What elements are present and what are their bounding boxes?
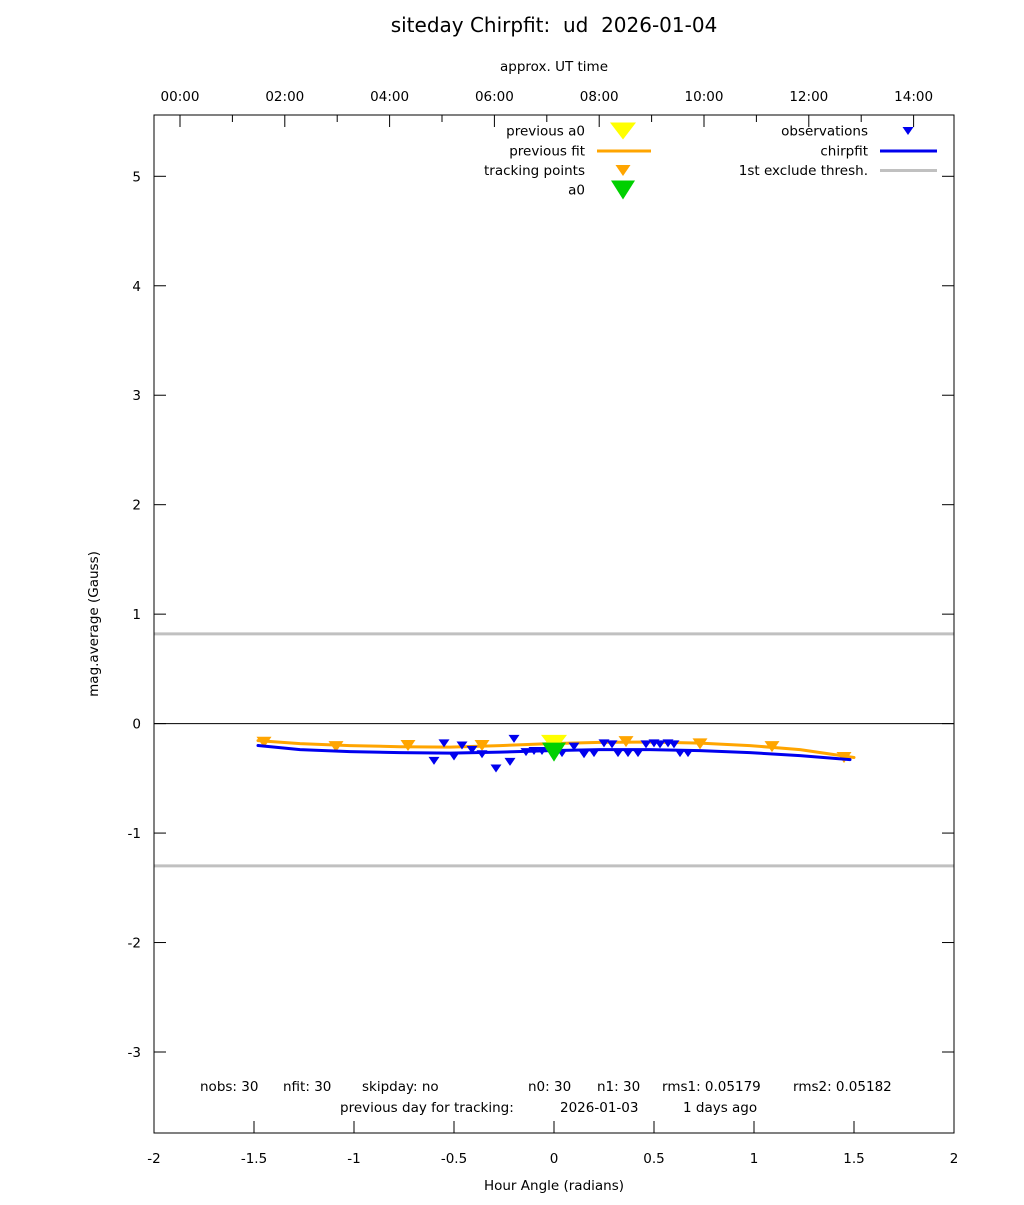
legend-label-previous-a0: previous a0 [506, 124, 585, 140]
x2-tick-label: 04:00 [370, 89, 409, 105]
x-tick-label: 0 [550, 1151, 559, 1167]
observation-marker [622, 749, 634, 758]
observation-marker [504, 757, 516, 766]
observation-marker [448, 752, 460, 761]
x-tick-label: 1 [750, 1151, 759, 1167]
x-tick-label: -2 [147, 1151, 160, 1167]
observation-marker [508, 734, 520, 743]
stats-block: nobs: 30 nfit: 30 skipday: no n0: 30 n1: 30 r… [200, 1079, 892, 1116]
stats-line1-segment: n0: 30 [528, 1079, 571, 1095]
stats-line1-segment: rms1: 0.05179 [662, 1079, 761, 1095]
observation-marker [476, 750, 488, 759]
y-tick-label: 4 [132, 279, 141, 295]
x-tick-label: 2 [950, 1151, 959, 1167]
x-tick-label: -0.5 [441, 1151, 467, 1167]
observation-marker [588, 749, 600, 758]
observation-marker [640, 740, 652, 749]
x-axis-label: Hour Angle (radians) [484, 1178, 624, 1194]
y-tick-label: 3 [132, 388, 141, 404]
stats-line1-segment: rms2: 0.05182 [793, 1079, 892, 1095]
y-tick-label: -2 [128, 936, 141, 952]
stats-line2-segment: 1 days ago [683, 1100, 757, 1116]
exclude-threshold-lines [154, 632, 954, 868]
observation-marker [612, 749, 624, 758]
x2-tick-label: 00:00 [161, 89, 200, 105]
x2-tick-label: 02:00 [265, 89, 304, 105]
axes-frame: -3 -2 -1 0 1 2 3 4 5 -2 -1.5 -1 -0.5 0 0.5 1 1.5 2 00:00 02… [128, 89, 959, 1167]
tracking-point-marker [836, 752, 852, 764]
stats-line1-segment: n1: 30 [597, 1079, 640, 1095]
plot-area [154, 632, 954, 868]
tracking-point-marker [328, 741, 344, 753]
observation-marker [568, 742, 580, 751]
observation-marker [682, 749, 694, 758]
legend-label-1st-exclude-thresh-: 1st exclude thresh. [739, 163, 868, 179]
stats-line1-segment: skipday: no [362, 1079, 439, 1095]
a0-marker [542, 742, 566, 762]
observation-marker [598, 739, 610, 748]
legend-label-observations: observations [781, 124, 868, 140]
y-axis-label: mag.average (Gauss) [86, 551, 102, 697]
plot-frame [153, 114, 955, 1134]
chart-title: siteday Chirpfit: ud 2026-01-04 [391, 13, 718, 37]
x-tick-label: 0.5 [643, 1151, 664, 1167]
observation-marker [536, 746, 548, 755]
tracking-point-marker [474, 740, 490, 752]
stats-line2-segment: previous day for tracking: [340, 1100, 514, 1116]
x2-tick-label: 14:00 [894, 89, 933, 105]
observation-marker [578, 750, 590, 759]
observation-marker [520, 748, 532, 757]
tracking-point-marker [256, 736, 272, 748]
observation-marker [654, 740, 666, 749]
x2-tick-label: 06:00 [475, 89, 514, 105]
legend-swatch-triangle [611, 180, 635, 200]
observation-marker [456, 741, 468, 750]
legend-label-chirpfit: chirpfit [820, 144, 868, 160]
y-tick-label: 2 [132, 498, 141, 514]
x-tick-label: 1.5 [843, 1151, 864, 1167]
observation-marker [528, 746, 540, 755]
x-tick-label: -1.5 [241, 1151, 267, 1167]
observation-marker [438, 739, 450, 748]
x-tick-label: -1 [347, 1151, 360, 1167]
observation-marker [466, 745, 478, 754]
tracking-point-marker [400, 740, 416, 752]
observation-marker [490, 764, 502, 773]
observation-marker [632, 749, 644, 758]
y-tick-label: 0 [132, 717, 141, 733]
stats-line2-segment: 2026-01-03 [560, 1100, 638, 1116]
x2-tick-label: 12:00 [789, 89, 828, 105]
y-tick-label: -1 [128, 826, 141, 842]
observation-marker [428, 756, 440, 765]
y-tick-label: 5 [132, 169, 141, 185]
legend-label-tracking-points: tracking points [484, 163, 585, 179]
observation-marker [606, 740, 618, 749]
stats-line1-segment: nfit: 30 [283, 1079, 331, 1095]
tracking-point-marker [692, 738, 708, 750]
y-tick-label: -3 [128, 1045, 141, 1061]
x2-tick-label: 08:00 [580, 89, 619, 105]
stats-line1-segment: nobs: 30 [200, 1079, 258, 1095]
y-tick-label: 1 [132, 607, 141, 623]
observation-marker [674, 749, 686, 758]
observation-marker [668, 740, 680, 749]
legend-swatch-triangle [902, 127, 914, 135]
legend-swatch-triangle [615, 165, 631, 176]
legend: previous a0 previous fit tracking points a0… [484, 122, 937, 200]
legend-label-a0: a0 [568, 183, 585, 199]
legend-label-previous-fit: previous fit [509, 144, 585, 160]
legend-swatch-triangle [610, 122, 636, 140]
x2-axis-label: approx. UT time [500, 59, 608, 75]
x2-tick-label: 10:00 [685, 89, 724, 105]
tracking-point-marker [618, 736, 634, 748]
tracking-point-marker [764, 741, 780, 753]
